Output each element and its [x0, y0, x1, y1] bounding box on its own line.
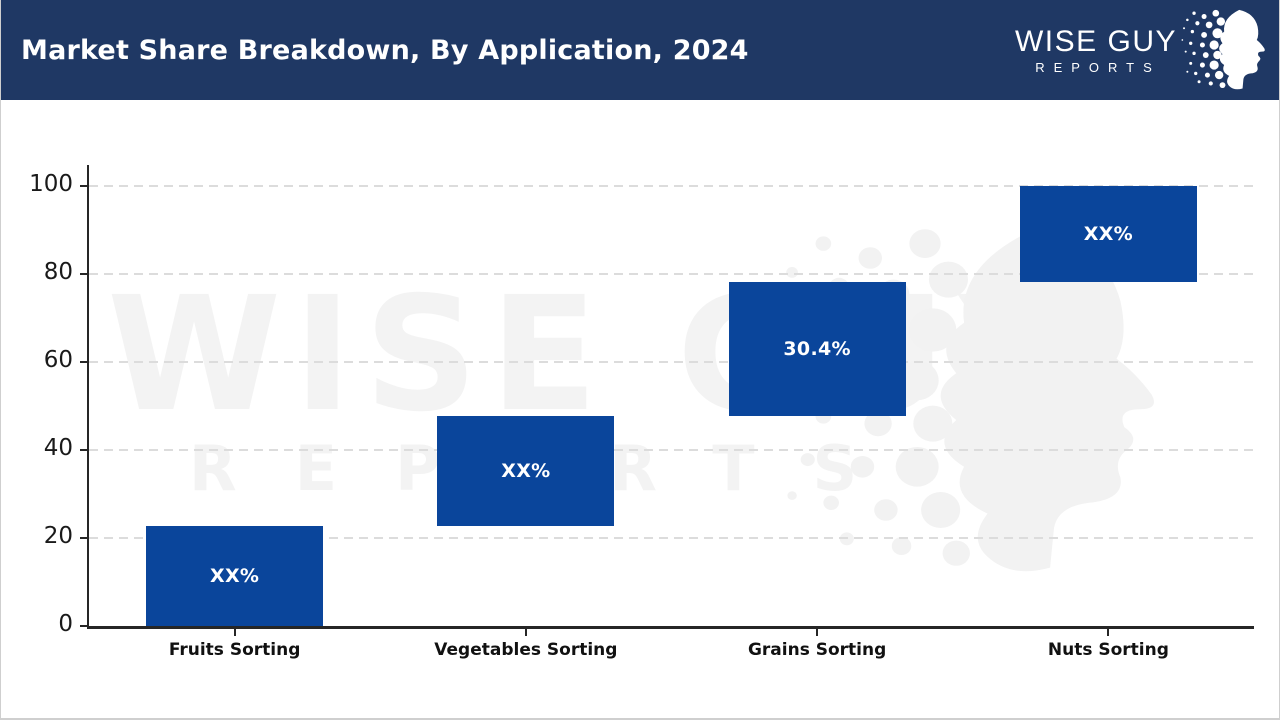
y-axis-tick [80, 361, 89, 363]
x-axis-category-label: Vegetables Sorting [434, 640, 618, 660]
brand-logo-text: WISE GUY REPORTS [1015, 25, 1177, 75]
brand-subtitle: REPORTS [1035, 60, 1161, 75]
brand-logo: WISE GUY REPORTS [1015, 6, 1271, 94]
gridline [89, 361, 1254, 363]
bar-value-label: XX% [210, 565, 260, 588]
x-axis-tick [233, 628, 236, 636]
x-axis-category-label: Nuts Sorting [1047, 640, 1169, 660]
waterfall-chart: 0 20 40 60 80 100 XX% Fruits Sorting XX% Vegetabl… [1, 100, 1279, 718]
y-axis-tick-label: 40 [43, 435, 73, 461]
x-axis-line [87, 626, 1254, 629]
bar-segment: 30.4% [728, 281, 906, 416]
y-axis-line [87, 165, 89, 628]
x-axis-category-label: Fruits Sorting [168, 640, 301, 660]
x-axis-tick [816, 628, 819, 636]
y-axis-tick [80, 625, 89, 627]
y-axis-tick-label: 100 [29, 171, 73, 197]
y-axis-tick [80, 185, 89, 187]
x-axis-category-label: Grains Sorting [747, 640, 887, 660]
x-axis-tick [524, 628, 527, 636]
x-axis-tick [1107, 628, 1110, 636]
y-axis-tick-label: 0 [58, 611, 73, 637]
y-axis-tick-label: 60 [43, 347, 73, 373]
bar-value-label: 30.4% [783, 337, 851, 360]
gridline [89, 537, 1254, 539]
header-bar: Market Share Breakdown, By Application, … [1, 0, 1279, 100]
bar-segment: XX% [146, 526, 324, 626]
bar-value-label: XX% [501, 459, 551, 482]
y-axis-tick [80, 273, 89, 275]
bar-value-label: XX% [1083, 222, 1133, 245]
gridline [89, 449, 1254, 451]
watermark-brand-name: WISE GUY [107, 263, 1086, 447]
bar-segment: XX% [437, 415, 615, 527]
gridline [89, 185, 1254, 187]
bar-segment: XX% [1019, 186, 1197, 282]
face-profile-dots-icon [1181, 9, 1265, 90]
chart-title: Market Share Breakdown, By Application, … [21, 34, 749, 66]
y-axis-tick-label: 80 [43, 259, 73, 285]
brand-name: WISE GUY [1014, 25, 1177, 58]
y-axis-tick [80, 449, 89, 451]
y-axis-tick [80, 537, 89, 539]
y-axis-tick-label: 20 [43, 523, 73, 549]
gridline [89, 273, 1254, 275]
